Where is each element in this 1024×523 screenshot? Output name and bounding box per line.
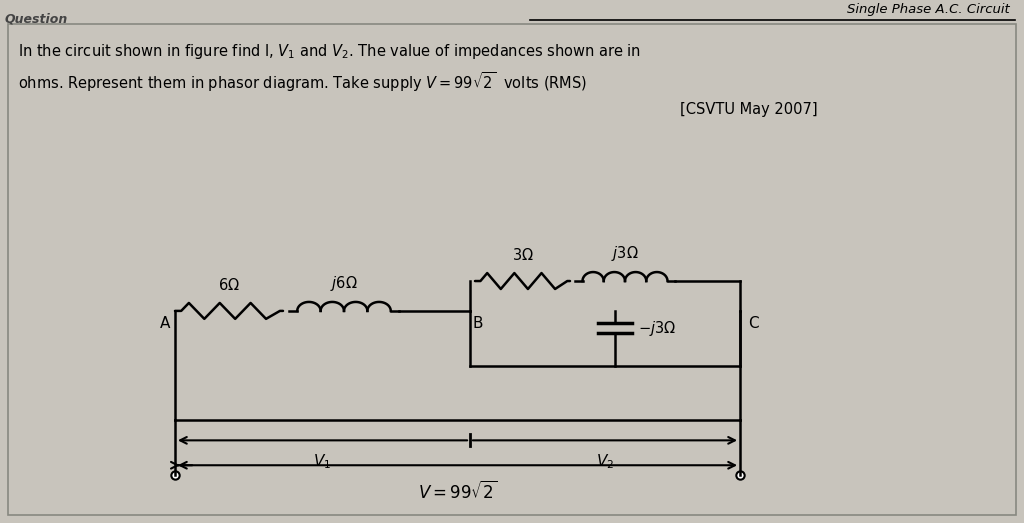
Text: $V_1$: $V_1$ <box>313 452 332 471</box>
Text: [CSVTU May 2007]: [CSVTU May 2007] <box>680 102 817 117</box>
Text: C: C <box>748 316 759 331</box>
Text: $-j3\Omega$: $-j3\Omega$ <box>638 319 676 338</box>
Text: $3\Omega$: $3\Omega$ <box>512 247 534 263</box>
Text: $j6\Omega$: $j6\Omega$ <box>330 274 357 293</box>
Text: $j3\Omega$: $j3\Omega$ <box>611 244 639 263</box>
Text: Single Phase A.C. Circuit: Single Phase A.C. Circuit <box>847 3 1010 16</box>
Text: In the circuit shown in figure find I, $V_1$ and $V_2$. The value of impedances : In the circuit shown in figure find I, $… <box>18 42 641 61</box>
Text: $V = 99\sqrt{2}$: $V = 99\sqrt{2}$ <box>418 481 498 503</box>
Text: $V_2$: $V_2$ <box>596 452 614 471</box>
Text: ohms. Represent them in phasor diagram. Take supply $V = 99\sqrt{2}$  volts (RMS: ohms. Represent them in phasor diagram. … <box>18 70 587 94</box>
Text: $6\Omega$: $6\Omega$ <box>218 277 240 293</box>
Text: Question: Question <box>5 12 69 25</box>
Text: B: B <box>473 316 483 331</box>
Text: A: A <box>160 316 170 331</box>
